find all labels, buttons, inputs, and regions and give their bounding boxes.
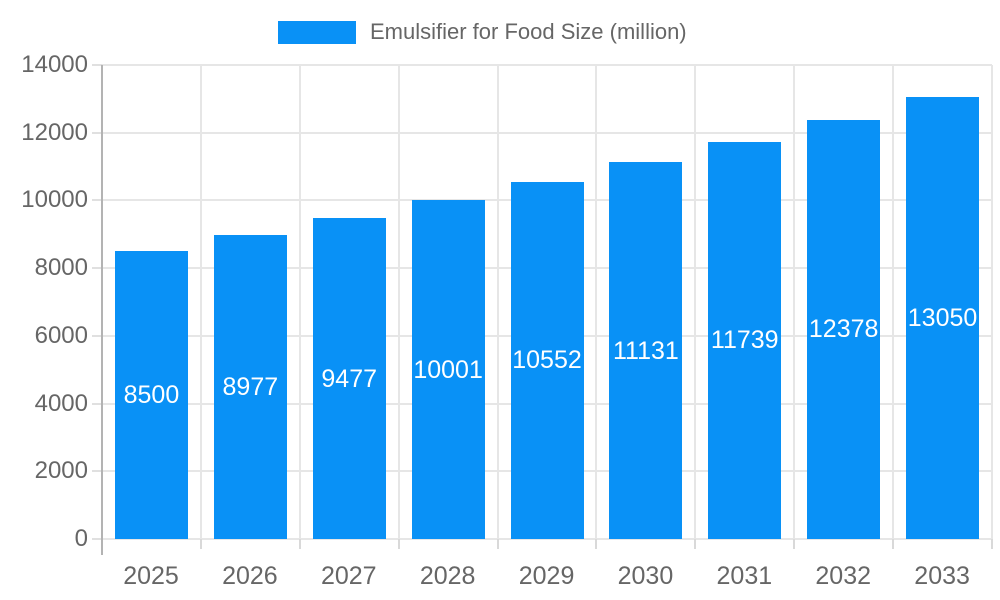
x-tick-mark — [793, 539, 796, 549]
v-gridline — [199, 65, 202, 539]
x-tick-mark — [892, 539, 895, 549]
x-tick-label: 2025 — [123, 562, 179, 590]
bar-2026[interactable]: 8977 — [213, 235, 287, 539]
x-tick-label: 2028 — [419, 562, 476, 590]
y-tick-mark — [92, 334, 102, 337]
bar-2031[interactable]: 11739 — [708, 141, 782, 539]
y-tick-mark — [92, 538, 102, 540]
x-tick-label: 2029 — [518, 562, 575, 590]
legend-swatch[interactable] — [278, 20, 356, 44]
y-tick-label: 6000 — [34, 321, 88, 349]
y-tick-mark — [92, 470, 102, 473]
bar-2028[interactable]: 10001 — [411, 200, 485, 539]
bar-2032[interactable]: 12378 — [807, 119, 881, 539]
x-tick-mark — [595, 539, 598, 549]
x-tick-label: 2026 — [222, 562, 278, 590]
v-gridline — [793, 65, 796, 539]
x-tick-mark — [199, 539, 202, 549]
x-tick-mark — [694, 539, 697, 549]
y-tick-label: 12000 — [21, 118, 88, 146]
x-tick-label: 2027 — [320, 562, 377, 590]
bar-value-label: 13050 — [907, 304, 978, 333]
h-gridline — [102, 538, 992, 540]
y-tick-label: 4000 — [34, 389, 88, 417]
h-gridline — [102, 64, 992, 66]
v-gridline — [298, 65, 301, 539]
bar-value-label: 8500 — [123, 381, 180, 410]
x-tick-mark — [298, 539, 301, 549]
chart-legend[interactable]: Emulsifier for Food Size (million) — [278, 18, 687, 46]
bar-2033[interactable]: 13050 — [906, 97, 980, 539]
x-tick-mark — [496, 539, 499, 549]
x-tick-label: 2032 — [815, 562, 872, 590]
v-gridline — [991, 65, 993, 539]
y-tick-label: 8000 — [34, 254, 88, 282]
legend-label: Emulsifier for Food Size (million) — [370, 19, 687, 44]
h-gridline — [102, 131, 992, 134]
bar-2027[interactable]: 9477 — [312, 218, 386, 539]
v-gridline — [892, 65, 895, 539]
y-tick-label: 14000 — [21, 51, 88, 78]
bar-2030[interactable]: 11131 — [609, 162, 683, 539]
y-tick-label: 0 — [74, 525, 88, 552]
v-gridline — [595, 65, 598, 539]
y-tick-label: 10000 — [21, 186, 88, 214]
bar-value-label: 9477 — [321, 364, 378, 393]
bar-value-label: 8977 — [222, 373, 279, 402]
x-tick-mark — [397, 539, 400, 549]
bar-2025[interactable]: 8500 — [114, 251, 188, 539]
y-axis-line — [101, 65, 103, 555]
v-gridline — [694, 65, 697, 539]
bar-value-label: 12378 — [808, 315, 879, 344]
y-tick-mark — [92, 199, 102, 202]
y-tick-mark — [92, 402, 102, 405]
x-tick-mark — [991, 539, 993, 549]
v-gridline — [397, 65, 400, 539]
y-tick-label: 2000 — [34, 457, 88, 485]
x-tick-label: 2031 — [716, 562, 773, 590]
v-gridline — [496, 65, 499, 539]
bar-value-label: 10552 — [512, 346, 582, 375]
bar-value-label: 11131 — [612, 336, 679, 365]
plot-area: 8500 8977 9477 10001 10552 11131 11739 12378 130… — [102, 64, 993, 540]
y-tick-mark — [92, 131, 102, 134]
x-tick-label: 2030 — [617, 562, 674, 590]
bar-value-label: 11739 — [710, 326, 779, 355]
bar-value-label: 10001 — [413, 355, 483, 384]
bar-2029[interactable]: 10552 — [510, 181, 584, 539]
y-tick-mark — [92, 267, 102, 270]
y-tick-mark — [92, 64, 102, 66]
x-tick-label: 2033 — [914, 562, 970, 590]
